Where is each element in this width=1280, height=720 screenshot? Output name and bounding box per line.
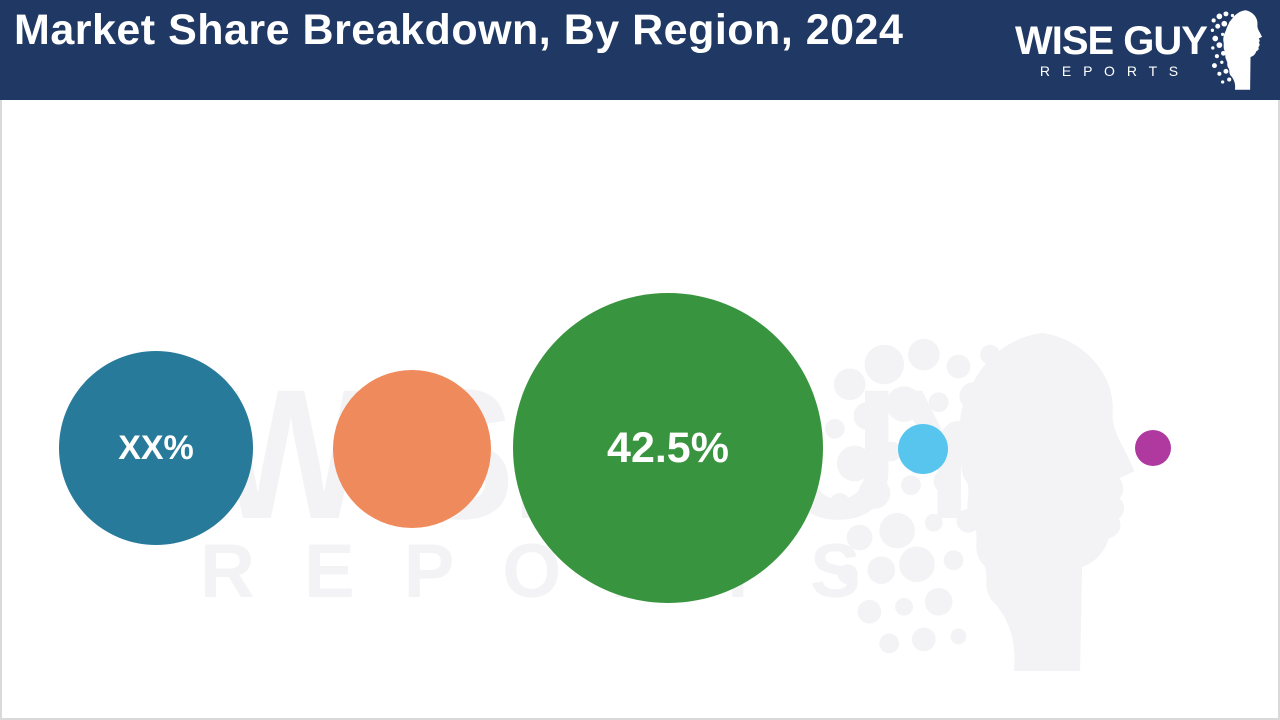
bubble-north-america: XX% — [59, 351, 253, 545]
dotted-head-profile-icon — [1210, 9, 1264, 91]
page-title: Market Share Breakdown, By Region, 2024 — [14, 6, 904, 54]
bubble-mea — [1135, 430, 1171, 466]
bubble-europe — [333, 370, 491, 528]
bubble-value-label-north-america: XX% — [118, 428, 194, 467]
chart-area: WISE GUY R E P O R T S XX%North AmericaE… — [0, 100, 1280, 720]
bubble-value-label-apac: 42.5% — [607, 423, 729, 472]
bubble-south-america — [898, 424, 948, 474]
logo-subtitle: R E P O R T S — [1039, 63, 1183, 80]
wise-guy-reports-logo: WISE GUY R E P O R T S — [1015, 6, 1264, 94]
header-bar: Market Share Breakdown, By Region, 2024 … — [0, 0, 1280, 100]
dotted-head-profile-watermark-icon — [820, 322, 1176, 674]
logo-text: WISE GUY R E P O R T S — [1014, 18, 1208, 80]
bubble-apac: 42.5% — [513, 293, 823, 603]
logo-wordmark: WISE GUY — [1014, 18, 1208, 63]
